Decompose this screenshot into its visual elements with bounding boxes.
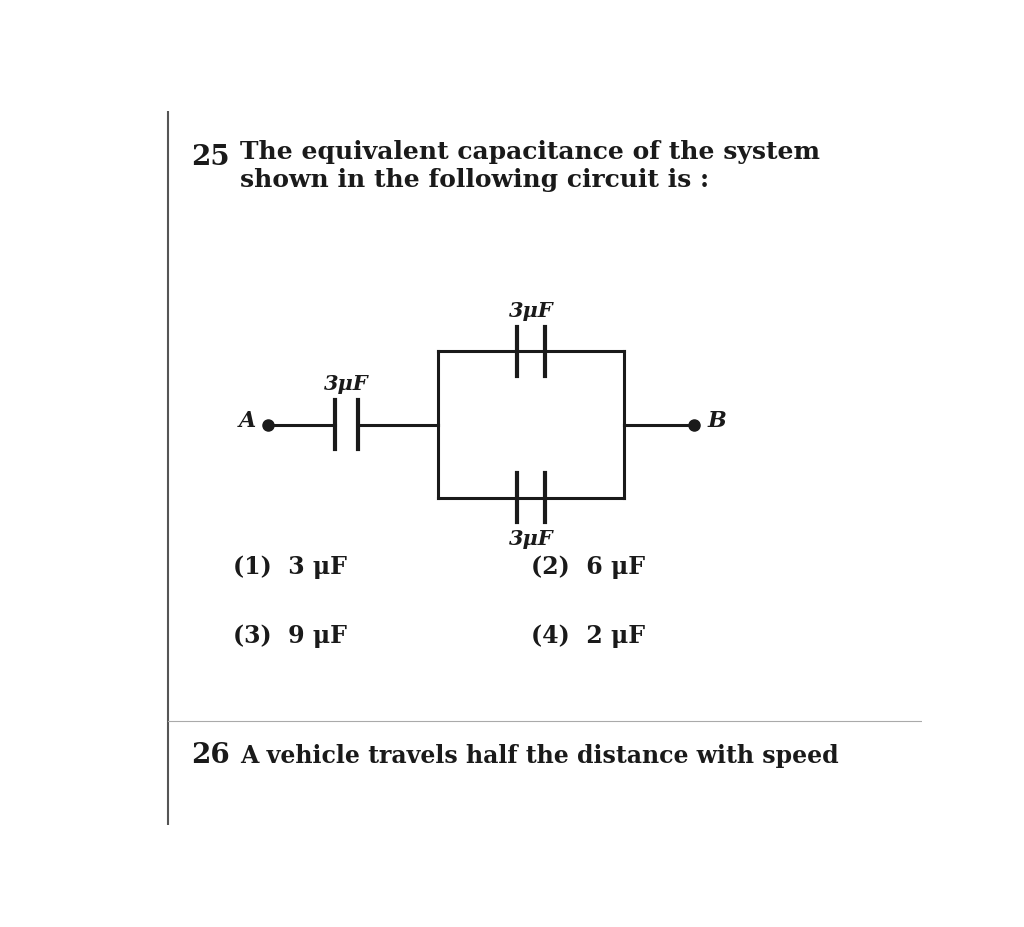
Text: (2)  6 μF: (2) 6 μF [531, 555, 645, 579]
Text: (1)  3 μF: (1) 3 μF [232, 555, 347, 579]
Text: 26: 26 [191, 743, 230, 769]
Text: 3μF: 3μF [325, 374, 369, 394]
Text: A vehicle travels half the distance with speed: A vehicle travels half the distance with… [241, 743, 839, 768]
Text: 3μF: 3μF [509, 300, 553, 321]
Text: The equivalent capacitance of the system
shown in the following circuit is :: The equivalent capacitance of the system… [241, 140, 820, 192]
Text: (3)  9 μF: (3) 9 μF [232, 625, 347, 648]
Text: 3μF: 3μF [509, 528, 553, 549]
Text: 25: 25 [191, 144, 230, 171]
Text: A: A [239, 410, 256, 432]
Text: (4)  2 μF: (4) 2 μF [531, 625, 645, 648]
Text: B: B [708, 410, 726, 432]
